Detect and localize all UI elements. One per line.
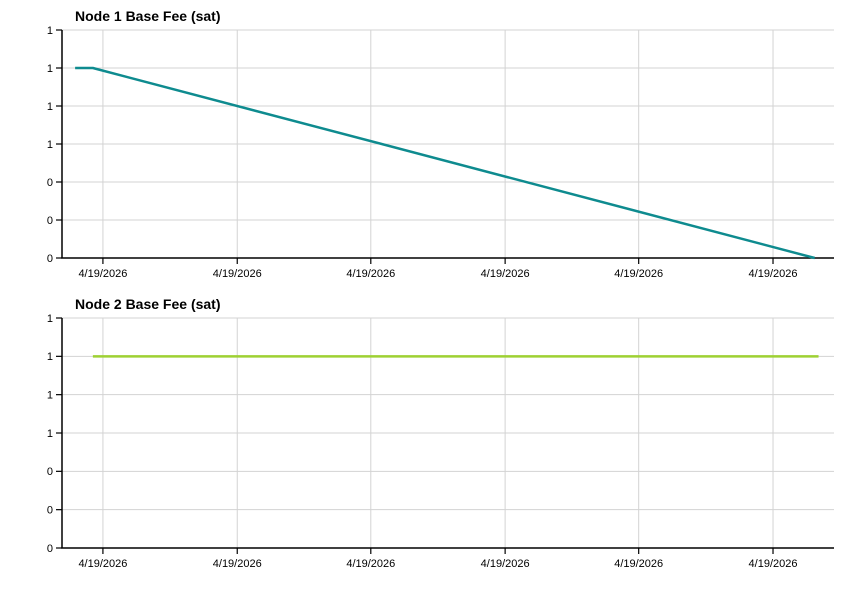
y-tick-label: 1 (47, 101, 53, 113)
y-tick-label: 0 (47, 177, 53, 189)
x-tick-label: 4/19/2026 (213, 558, 262, 570)
node1-base-fee-chart: Node 1 Base Fee (sat) 1 1 1 1 0 0 0 4/19/2026 4/… (0, 0, 860, 292)
y-tick-label: 1 (47, 428, 53, 440)
y-tick-label: 0 (47, 505, 53, 517)
x-tick-label: 4/19/2026 (481, 268, 530, 280)
x-tick-label: 4/19/2026 (614, 558, 663, 570)
x-tick-label: 4/19/2026 (213, 268, 262, 280)
x-tick-label: 4/19/2026 (749, 558, 798, 570)
y-tick-label: 0 (47, 253, 53, 265)
node2-chart-plot: 1 1 1 1 0 0 0 4/19/2026 4/19/2026 4/19/2026 4/19/2… (47, 313, 834, 570)
x-tick-label: 4/19/2026 (481, 558, 530, 570)
y-tick-label: 0 (47, 466, 53, 478)
x-tick-label: 4/19/2026 (749, 268, 798, 280)
node1-chart-plot: 1 1 1 1 0 0 0 4/19/2026 4/19/2026 4/19/2026 4/19/2… (47, 25, 834, 280)
node2-chart-title: Node 2 Base Fee (sat) (75, 296, 221, 312)
y-tick-label: 0 (47, 543, 53, 555)
x-tick-label: 4/19/2026 (346, 268, 395, 280)
y-tick-label: 1 (47, 63, 53, 75)
y-tick-label: 1 (47, 390, 53, 402)
x-tick-label: 4/19/2026 (346, 558, 395, 570)
x-tick-label: 4/19/2026 (78, 558, 127, 570)
node2-base-fee-chart: Node 2 Base Fee (sat) 1 1 1 1 0 0 0 4/19/2026 4/… (0, 292, 860, 600)
x-tick-label: 4/19/2026 (78, 268, 127, 280)
node1-chart-title: Node 1 Base Fee (sat) (75, 8, 221, 24)
y-tick-label: 1 (47, 25, 53, 37)
y-tick-label: 0 (47, 215, 53, 227)
y-tick-label: 1 (47, 139, 53, 151)
y-tick-label: 1 (47, 351, 53, 363)
x-tick-label: 4/19/2026 (614, 268, 663, 280)
y-tick-label: 1 (47, 313, 53, 325)
series-line (75, 66, 816, 260)
